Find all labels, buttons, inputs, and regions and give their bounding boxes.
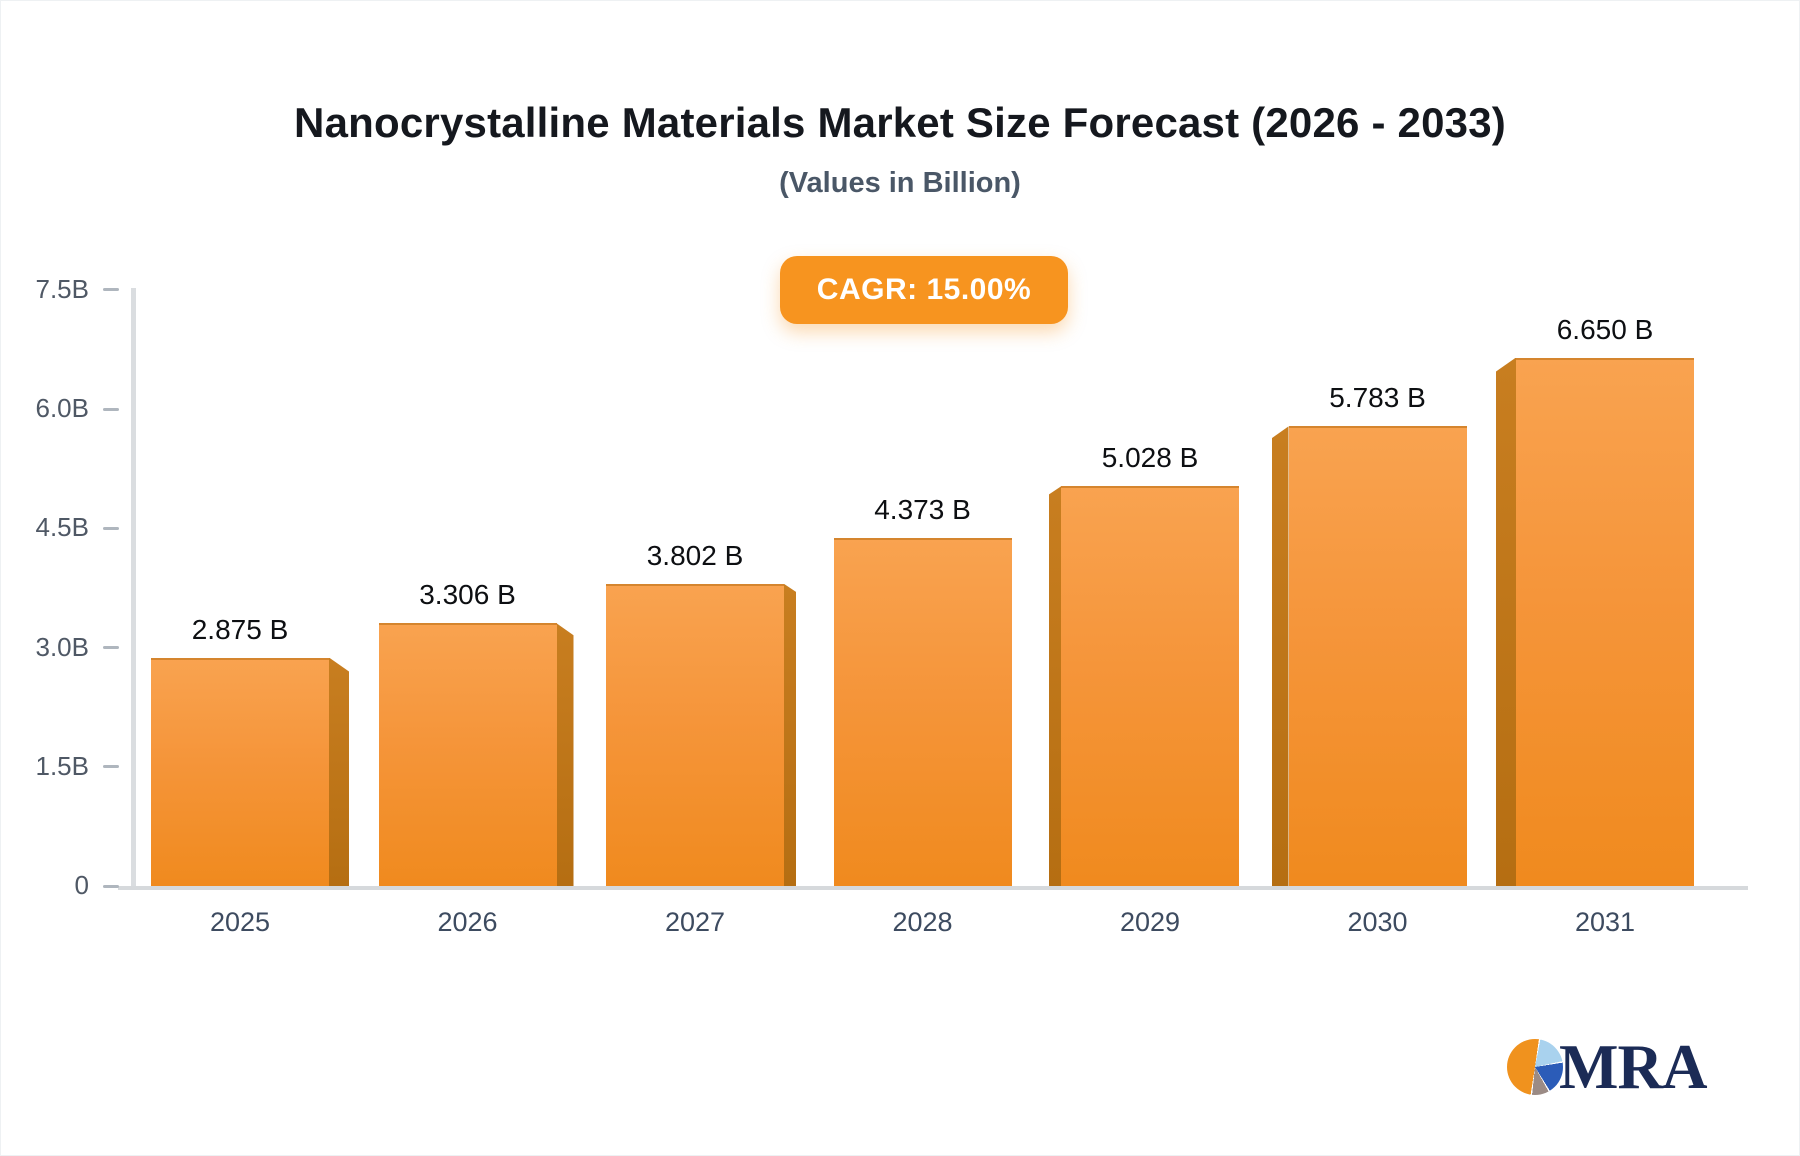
y-tick-label: 7.5B bbox=[35, 273, 90, 304]
value-label: 3.802 B bbox=[646, 539, 744, 571]
y-tick-label: 0 bbox=[74, 870, 89, 900]
value-label: 3.306 B bbox=[419, 579, 516, 611]
x-tick-label: 2031 bbox=[1574, 907, 1636, 937]
y-axis-line bbox=[131, 288, 136, 886]
bar-2029 bbox=[1061, 486, 1239, 886]
value-label: 5.783 B bbox=[1329, 382, 1426, 414]
y-tick-dash bbox=[103, 765, 119, 769]
bar-2030 bbox=[1288, 426, 1467, 886]
bar-side-2029 bbox=[1049, 486, 1061, 886]
y-tick-dash bbox=[103, 407, 119, 411]
cagr-badge-label: CAGR: 15.00% bbox=[816, 273, 1032, 306]
cagr-badge: CAGR: 15.00% bbox=[780, 256, 1068, 324]
bar-2027 bbox=[606, 583, 784, 886]
y-tick-dash bbox=[103, 884, 119, 888]
value-label: 6.650 B bbox=[1556, 313, 1654, 345]
bar-side-2026 bbox=[556, 623, 574, 886]
bar-side-2025 bbox=[329, 657, 349, 886]
value-label: 5.028 B bbox=[1101, 442, 1199, 474]
chart-title: Nanocrystalline Materials Market Size Fo… bbox=[294, 99, 1506, 146]
bar-2028 bbox=[833, 538, 1012, 886]
y-tick-label: 4.5B bbox=[35, 512, 90, 543]
y-tick-label: 1.5B bbox=[35, 750, 90, 781]
brand-logo: MRA bbox=[1507, 1032, 1707, 1102]
x-tick-label: 2025 bbox=[209, 907, 271, 937]
x-tick-label: 2027 bbox=[664, 907, 726, 937]
chart-subtitle: (Values in Billion) bbox=[779, 167, 1021, 199]
bar-side-2031 bbox=[1496, 357, 1516, 886]
y-tick-dash bbox=[103, 526, 119, 530]
x-tick-label: 2030 bbox=[1347, 907, 1408, 937]
y-tick-label: 3.0B bbox=[35, 631, 90, 662]
bar-side-2027 bbox=[784, 583, 796, 886]
brand-logo-text: MRA bbox=[1559, 1032, 1707, 1102]
bar-2026 bbox=[378, 623, 557, 886]
x-axis-line bbox=[118, 886, 1748, 890]
y-tick-dash bbox=[103, 288, 119, 292]
bar-2031 bbox=[1516, 357, 1694, 886]
y-tick-dash bbox=[103, 646, 119, 650]
x-tick-label: 2028 bbox=[892, 907, 953, 937]
x-tick-label: 2029 bbox=[1119, 907, 1181, 937]
x-tick-label: 2026 bbox=[437, 907, 498, 937]
bar-side-2030 bbox=[1271, 426, 1289, 886]
value-label: 4.373 B bbox=[874, 494, 971, 526]
bar-2025 bbox=[151, 657, 329, 886]
pie-chart-icon bbox=[1507, 1039, 1563, 1095]
y-tick-label: 6.0B bbox=[35, 393, 90, 424]
value-label: 2.875 B bbox=[191, 613, 289, 645]
